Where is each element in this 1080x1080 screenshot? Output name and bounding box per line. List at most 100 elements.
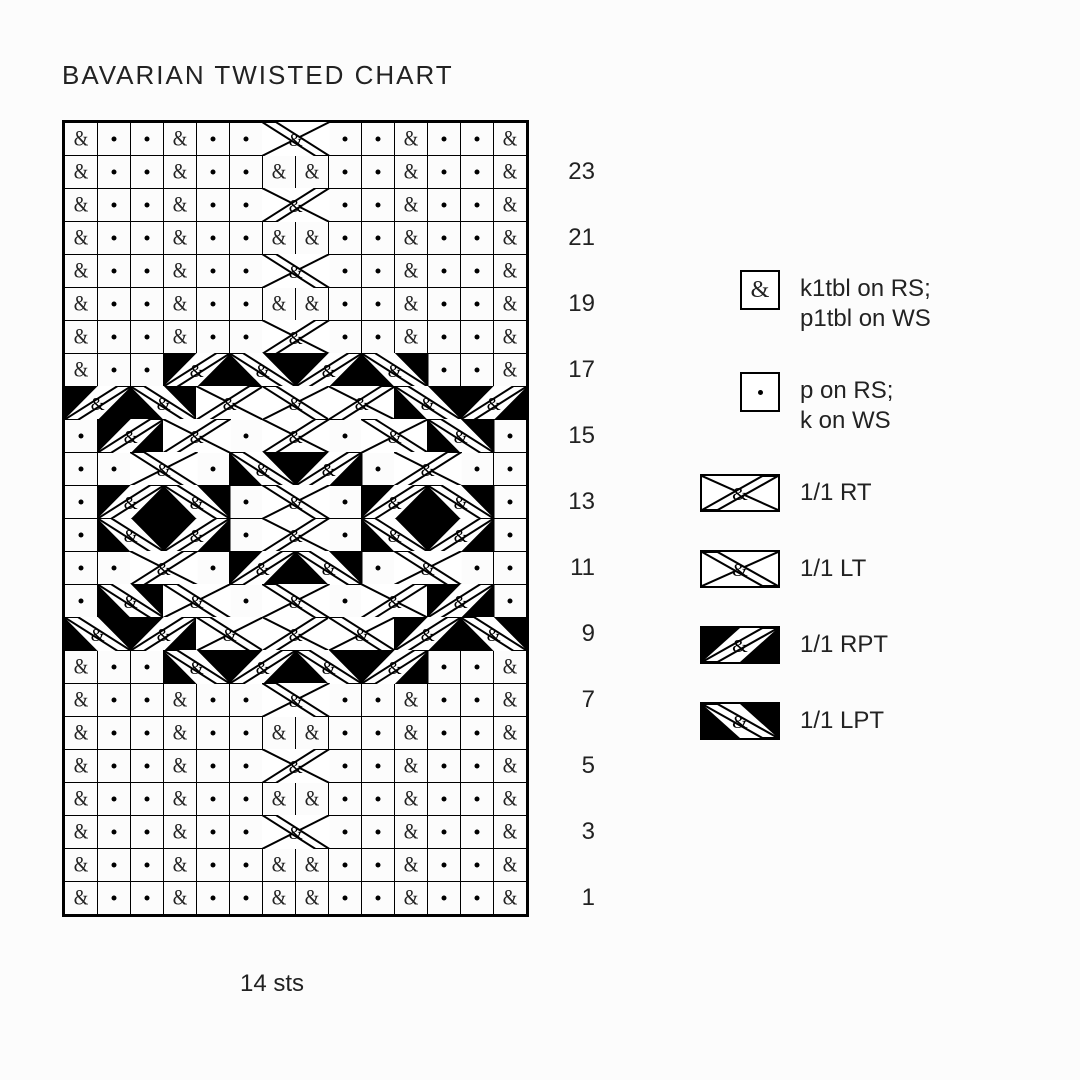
chart-cell	[461, 849, 494, 882]
row-number: 1	[545, 886, 595, 910]
chart-cell	[395, 750, 428, 783]
svg-text:&: &	[732, 713, 748, 733]
chart-cell	[296, 189, 329, 222]
chart-cell: &	[263, 123, 296, 156]
chart-cell	[395, 354, 428, 387]
chart-cell	[395, 156, 428, 189]
chart-cell: &	[362, 420, 395, 453]
chart-cell	[197, 882, 230, 915]
chart-cell	[296, 288, 329, 321]
chart-cell	[98, 882, 131, 915]
chart-cell	[494, 453, 527, 486]
chart-cell: &	[230, 453, 263, 486]
chart-cell	[197, 288, 230, 321]
chart-cell	[362, 255, 395, 288]
chart-cell: &	[428, 486, 461, 519]
chart-cell	[461, 354, 494, 387]
chart-cell	[494, 585, 527, 618]
chart-cell	[197, 651, 230, 684]
chart-cell	[461, 717, 494, 750]
chart-cell	[296, 255, 329, 288]
chart-cell	[329, 189, 362, 222]
chart-cell	[164, 321, 197, 354]
chart-cell	[494, 255, 527, 288]
chart-cell	[329, 816, 362, 849]
chart-cell	[164, 189, 197, 222]
chart-cell: &	[164, 420, 197, 453]
chart-cell	[197, 486, 230, 519]
chart-cell	[395, 222, 428, 255]
chart-cell	[164, 618, 197, 651]
chart-cell: &	[164, 585, 197, 618]
knitting-chart: & & & & & & & & & & & & & & &	[62, 120, 529, 917]
chart-cell	[98, 123, 131, 156]
chart-cell: &	[263, 420, 296, 453]
chart-cell: &	[131, 453, 164, 486]
chart-cell	[395, 486, 428, 519]
chart-cell	[65, 849, 98, 882]
chart-cell: &	[362, 354, 395, 387]
chart-cell	[461, 882, 494, 915]
svg-text:&: &	[732, 485, 748, 505]
legend: &k1tbl on RS;p1tbl on WSp on RS;k on WS …	[700, 270, 931, 778]
chart-cell	[461, 189, 494, 222]
chart-cell	[329, 651, 362, 684]
chart-cell	[296, 717, 329, 750]
chart-cell: &	[164, 354, 197, 387]
chart-cell	[329, 156, 362, 189]
chart-cell: &	[428, 519, 461, 552]
chart-cell	[461, 651, 494, 684]
chart-cell	[362, 552, 395, 585]
chart-cell: &	[263, 387, 296, 420]
row-number: 5	[545, 754, 595, 778]
chart-cell	[296, 849, 329, 882]
chart-cell	[494, 552, 527, 585]
chart-cell	[131, 156, 164, 189]
chart-cell	[164, 882, 197, 915]
legend-label: 1/1 LT	[800, 550, 866, 584]
chart-cell	[131, 222, 164, 255]
chart-cell	[494, 123, 527, 156]
chart-cell	[395, 849, 428, 882]
chart-cell: &	[263, 519, 296, 552]
chart-cell	[461, 684, 494, 717]
row-number: 19	[545, 292, 595, 316]
chart-cell	[329, 552, 362, 585]
chart-cell	[263, 156, 296, 189]
chart-cell	[98, 717, 131, 750]
chart-cell	[494, 750, 527, 783]
chart-cell	[428, 651, 461, 684]
chart-cell: &	[263, 618, 296, 651]
chart-cell	[230, 882, 263, 915]
chart-cell	[65, 321, 98, 354]
chart-cell	[494, 684, 527, 717]
chart-cell	[461, 453, 494, 486]
chart-cell: &	[230, 552, 263, 585]
chart-cell	[395, 816, 428, 849]
chart-cell	[98, 750, 131, 783]
chart-cell	[428, 750, 461, 783]
chart-cell	[461, 585, 494, 618]
chart-cell	[197, 750, 230, 783]
chart-cell	[263, 651, 296, 684]
chart-cell	[329, 882, 362, 915]
chart-cell	[428, 816, 461, 849]
chart-cell	[428, 882, 461, 915]
chart-cell: &	[230, 354, 263, 387]
row-number: 3	[545, 820, 595, 844]
row-number: 21	[545, 226, 595, 250]
chart-cell	[329, 849, 362, 882]
legend-label: p on RS;k on WS	[800, 372, 893, 436]
chart-cell	[296, 750, 329, 783]
chart-cell	[65, 189, 98, 222]
chart-cell	[329, 321, 362, 354]
chart-cell: &	[296, 354, 329, 387]
chart-cell	[428, 255, 461, 288]
chart-cell	[296, 156, 329, 189]
chart-cell	[329, 123, 362, 156]
chart-cell: &	[98, 420, 131, 453]
chart-cell	[329, 222, 362, 255]
chart-cell	[494, 189, 527, 222]
chart-cell	[296, 585, 329, 618]
chart-cell	[65, 717, 98, 750]
